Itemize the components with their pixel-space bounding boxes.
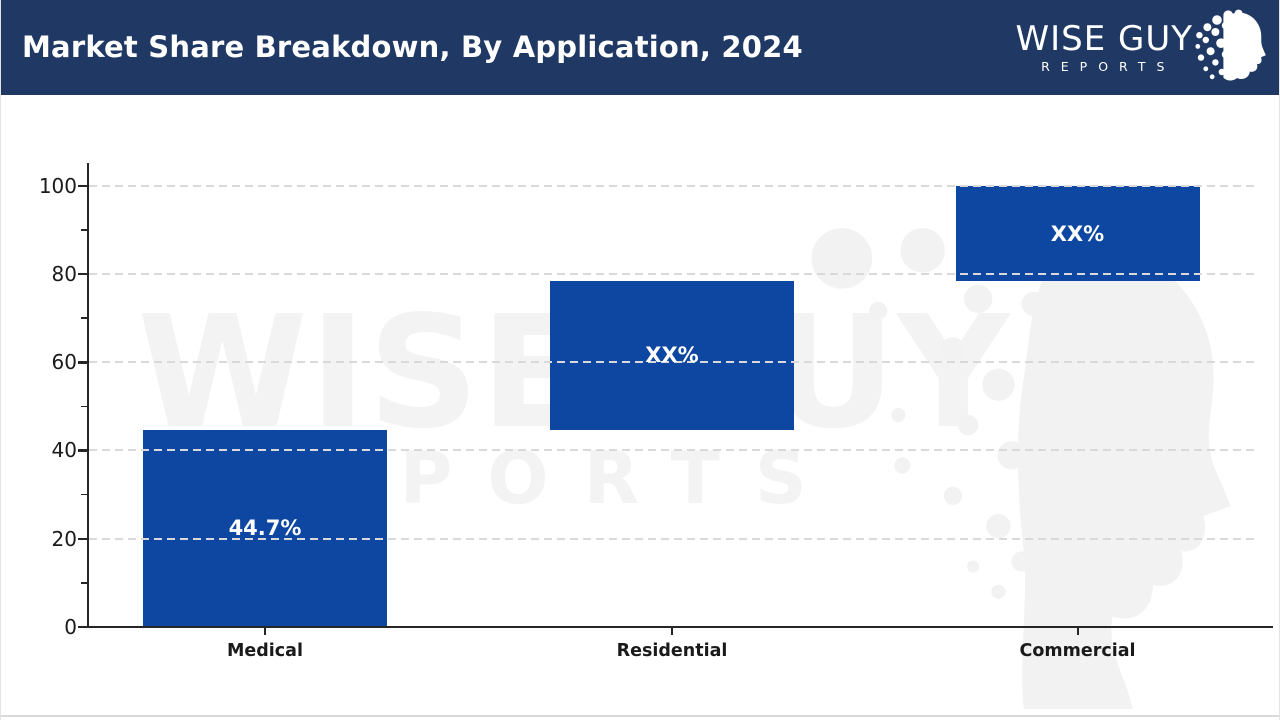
- y-tick-label-100: 100: [38, 174, 77, 198]
- logo-face-icon: [1195, 9, 1266, 81]
- x-tick-residential: [671, 628, 674, 636]
- x-tick-medical: [264, 628, 267, 636]
- x-label-medical: Medical: [227, 641, 303, 661]
- y-tick-20: [78, 537, 87, 540]
- y-minortick-70: [81, 317, 87, 320]
- x-tick-commercial: [1076, 628, 1079, 636]
- chart-title: Market Share Breakdown, By Application, …: [22, 30, 803, 64]
- logo-wordmark: WISE GUY REPORTS: [1015, 19, 1193, 74]
- y-tick-label-80: 80: [51, 262, 77, 287]
- y-minortick-50: [81, 405, 87, 408]
- bar-label-commercial: XX%: [1050, 221, 1105, 246]
- bar-residential: [550, 281, 794, 430]
- gridline-20: [89, 537, 1259, 540]
- wiseguy-logo: WISE GUY REPORTS: [1015, 6, 1273, 90]
- y-minortick-30: [81, 493, 87, 496]
- y-axis-line: [86, 163, 89, 628]
- header-bar: Market Share Breakdown, By Application, …: [1, 0, 1279, 95]
- y-minortick-10: [81, 581, 87, 584]
- watermark-face-icon: [811, 228, 1231, 709]
- gridline-80: [89, 273, 1259, 276]
- gridline-40: [89, 449, 1259, 452]
- y-tick-label-40: 40: [51, 438, 77, 463]
- gridline-100: [89, 185, 1259, 187]
- y-tick-40: [78, 449, 87, 452]
- x-axis-line: [79, 625, 1273, 629]
- y-tick-60: [78, 361, 87, 364]
- y-tick-label-60: 60: [51, 350, 77, 375]
- y-tick-100: [78, 185, 87, 188]
- logo-wordmark-line2: REPORTS: [1041, 58, 1176, 74]
- bottom-divider: [1, 715, 1279, 717]
- gridline-60: [89, 361, 1259, 364]
- y-tick-80: [78, 273, 87, 276]
- bar-commercial: [955, 186, 1200, 282]
- y-tick-label-0: 0: [64, 614, 77, 639]
- x-label-residential: Residential: [616, 641, 728, 661]
- logo-wordmark-line1: WISE GUY: [1015, 19, 1193, 60]
- y-minortick-90: [81, 229, 87, 231]
- y-tick-label-20: 20: [51, 526, 77, 551]
- bar-label-residential: XX%: [645, 343, 699, 368]
- x-label-commercial: Commercial: [1019, 641, 1136, 661]
- bar-label-medical: 44.7%: [228, 516, 302, 541]
- bar-medical: [143, 429, 387, 627]
